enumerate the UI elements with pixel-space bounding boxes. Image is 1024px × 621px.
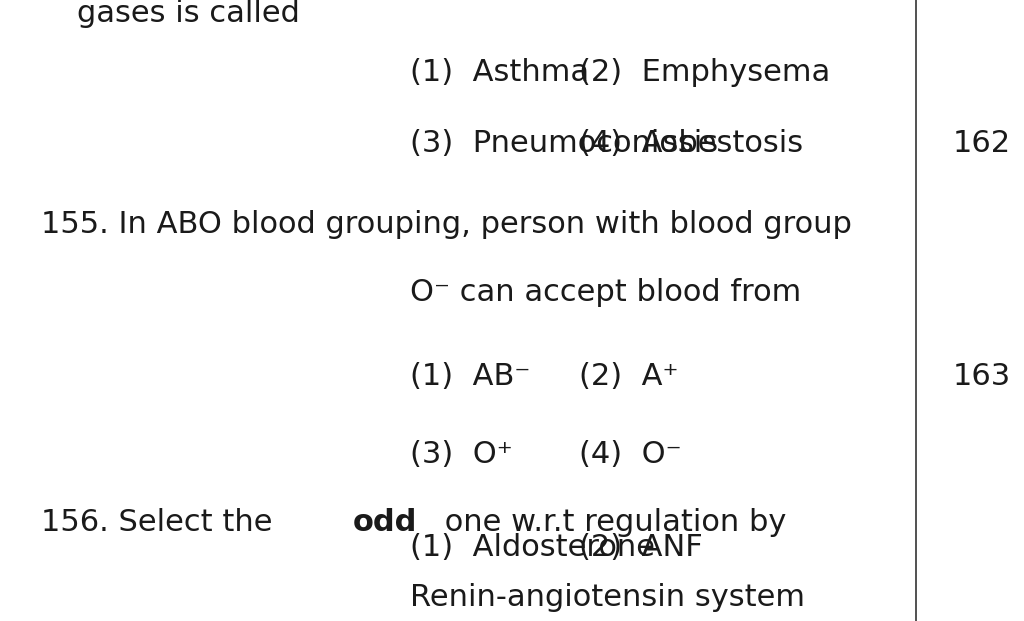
Text: (4)  O⁻: (4) O⁻ — [579, 440, 681, 469]
Text: gases is called: gases is called — [77, 0, 300, 28]
Text: (1)  Aldosterone: (1) Aldosterone — [410, 533, 654, 562]
Text: one w.r.t regulation by: one w.r.t regulation by — [435, 508, 786, 537]
Text: Renin-angiotensin system: Renin-angiotensin system — [410, 582, 805, 612]
Text: (3)  O⁺: (3) O⁺ — [410, 440, 512, 469]
Text: odd: odd — [352, 508, 417, 537]
Text: (1)  Asthma: (1) Asthma — [410, 58, 589, 87]
Text: (2)  A⁺: (2) A⁺ — [579, 362, 678, 391]
Text: (3)  Pneumoconiosis: (3) Pneumoconiosis — [410, 129, 718, 158]
Text: 156. Select the: 156. Select the — [41, 508, 283, 537]
Text: (1)  AB⁻: (1) AB⁻ — [410, 362, 530, 391]
Text: (4)  Asbestosis: (4) Asbestosis — [579, 129, 803, 158]
Text: O⁻ can accept blood from: O⁻ can accept blood from — [410, 278, 801, 307]
Text: 162: 162 — [952, 129, 1011, 158]
Text: 163: 163 — [952, 362, 1011, 391]
Text: (2)  Emphysema: (2) Emphysema — [579, 58, 829, 87]
Text: 155. In ABO blood grouping, person with blood group: 155. In ABO blood grouping, person with … — [41, 210, 852, 239]
Text: (2)  ANF: (2) ANF — [579, 533, 702, 562]
